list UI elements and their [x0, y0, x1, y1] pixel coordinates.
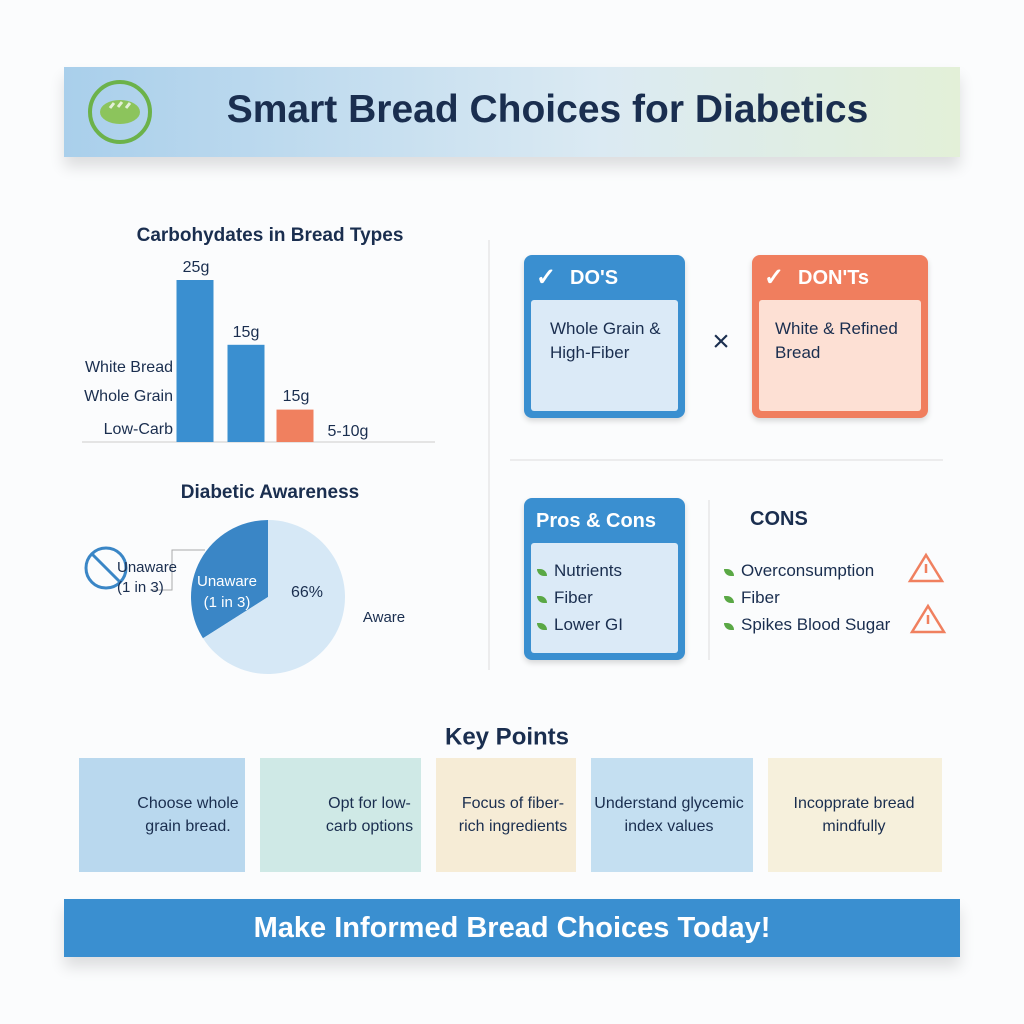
- pros-list: Nutrients Fiber Lower GI: [531, 543, 678, 653]
- category-label: White Bread: [85, 359, 173, 376]
- callout-label: Unaware: [117, 559, 177, 576]
- key-point: Incopprate bread mindfully: [768, 758, 942, 872]
- leaf-icon: [537, 623, 547, 630]
- pros-card: Pros & Cons Nutrients Fiber Lower GI: [524, 498, 685, 660]
- key-point: Understand glycemic index values: [591, 758, 753, 872]
- category-label: Whole Grain: [84, 388, 173, 405]
- header-banner: [64, 67, 960, 157]
- annotation: 15g: [283, 388, 310, 405]
- leaf-icon: [537, 569, 547, 576]
- item-text: Overconsumption: [741, 561, 875, 580]
- bar-chart-title: Carbohydates in Bread Types: [137, 225, 404, 246]
- bread-icon: [88, 80, 152, 144]
- pie-slice: [202, 520, 345, 674]
- item-text: Nutrients: [554, 561, 623, 580]
- value-label: 25g: [183, 259, 210, 276]
- dos-title-text: DO'S: [570, 267, 619, 289]
- value-label: 66%: [291, 584, 323, 601]
- warning-icon: [909, 603, 947, 634]
- key-point-text: Understand glycemic index values: [594, 795, 744, 835]
- leaf-icon: [724, 596, 734, 603]
- list-item: Nutrients: [537, 559, 678, 586]
- list-item: Spikes Blood Sugar: [724, 615, 890, 642]
- leaf-icon: [537, 596, 547, 603]
- title: Smart Bread Choices for Diabetics: [226, 88, 869, 131]
- list-item: Lower GI: [537, 613, 678, 640]
- key-point-text: Incopprate bread mindfully: [793, 795, 915, 835]
- list-item: Fiber: [724, 588, 890, 615]
- key-point: Choose whole grain bread.: [79, 758, 245, 872]
- donts-card: ✓ DON'Ts White & Refined Bread: [752, 255, 928, 418]
- crossed-icon: [84, 546, 128, 590]
- category-label: Aware: [363, 609, 405, 626]
- key-point: Focus of fiber-rich ingredients: [436, 758, 576, 872]
- versus: ×: [712, 325, 730, 358]
- bar: [176, 280, 214, 442]
- leaf-icon: [724, 569, 734, 576]
- pie-slice: [190, 520, 268, 639]
- footer: Make Informed Bread Choices Today!: [64, 899, 960, 957]
- bar: [227, 344, 265, 442]
- pie-chart-title: Diabetic Awareness: [181, 482, 359, 503]
- list-item: Overconsumption: [724, 561, 890, 588]
- donts-text: White & Refined Bread: [759, 300, 921, 411]
- pros-title: Pros & Cons: [536, 510, 657, 532]
- item-text: Fiber: [554, 588, 593, 607]
- warning-icon: [907, 552, 945, 583]
- dos-title: ✓ DO'S: [536, 264, 619, 291]
- value-label: (1 in 3): [204, 594, 251, 611]
- slice-label: Unaware: [197, 573, 257, 590]
- key-point-text: Opt for low-carb options: [325, 795, 414, 835]
- item-text: Lower GI: [554, 615, 623, 634]
- item-text: Fiber: [741, 588, 780, 607]
- leaf-icon: [724, 623, 734, 630]
- donts-title-text: DON'Ts: [798, 267, 870, 289]
- cons-list: Overconsumption Fiber Spikes Blood Sugar: [724, 561, 890, 642]
- callout-label: (1 in 3): [117, 579, 164, 596]
- dos-text: Whole Grain & High-Fiber: [531, 300, 678, 411]
- cons-title: CONS: [750, 508, 808, 530]
- value-label: 15g: [233, 324, 260, 341]
- key-points-title: Key Points: [445, 723, 569, 750]
- dos-card: ✓ DO'S Whole Grain & High-Fiber: [524, 255, 685, 418]
- key-point-text: Choose whole grain bread.: [137, 795, 239, 835]
- item-text: Spikes Blood Sugar: [741, 615, 891, 634]
- donts-title: ✓ DON'Ts: [764, 264, 870, 291]
- value-label: 5-10g: [328, 423, 369, 440]
- list-item: Fiber: [537, 586, 678, 613]
- bar: [276, 409, 314, 442]
- callout-line: [150, 549, 205, 591]
- key-point: Opt for low-carb options: [260, 758, 421, 872]
- key-point-text: Focus of fiber-rich ingredients: [458, 795, 568, 835]
- category-label: Low-Carb: [104, 421, 173, 438]
